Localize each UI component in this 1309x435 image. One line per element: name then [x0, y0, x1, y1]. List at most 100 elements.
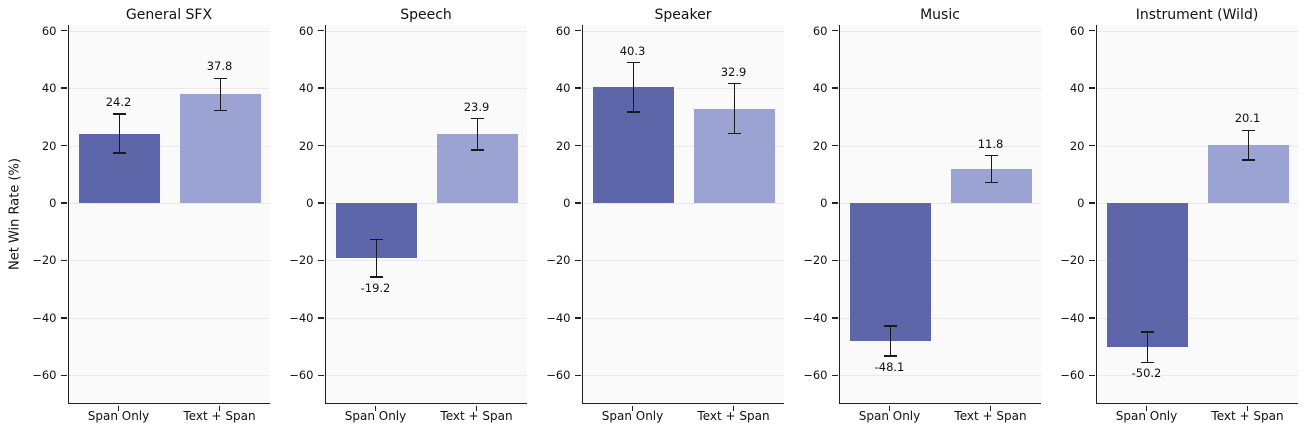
x-tick-mark-instrument-wild-span-only — [1145, 405, 1148, 411]
error-bar-cap-top-music-span-only — [884, 325, 897, 327]
y-tick-mark-instrument-wild — [1088, 30, 1095, 32]
gridline-music-60 — [840, 30, 1041, 32]
gridline-general-sfx--60 — [69, 375, 270, 377]
gridline-general-sfx--20 — [69, 260, 270, 262]
gridline-instrument-wild--60 — [1097, 375, 1298, 377]
gridline-instrument-wild--20 — [1097, 260, 1298, 262]
error-bar-music-text-span — [990, 155, 993, 183]
error-bar-cap-bottom-music-span-only — [884, 355, 897, 358]
value-label-general-sfx-text-span: 37.8 — [206, 59, 233, 74]
y-tick-mark-instrument-wild — [1088, 202, 1095, 204]
error-bar-cap-top-general-sfx-text-span — [214, 77, 227, 80]
gridline-speaker-60 — [583, 30, 784, 32]
y-tick-label-speaker: 20 — [555, 138, 571, 153]
gridline-general-sfx-20 — [69, 145, 270, 147]
error-bar-cap-bottom-speech-text-span — [471, 149, 484, 152]
x-tick-mark-music-span-only — [888, 405, 891, 411]
y-tick-label-music: 0 — [820, 196, 828, 210]
x-tick-label-speech-span-only: Span Only — [344, 409, 407, 423]
y-tick-label-general-sfx: 40 — [41, 81, 57, 96]
y-tick-label-speaker: −20 — [546, 253, 571, 268]
value-label-speech-text-span: 23.9 — [463, 99, 490, 114]
gridline-music--40 — [840, 317, 1041, 319]
error-bar-cap-top-speech-text-span — [471, 117, 484, 120]
y-tick-mark-music — [831, 144, 838, 147]
value-label-speech-span-only: -19.2 — [360, 280, 391, 295]
y-tick-mark-general-sfx — [60, 259, 67, 262]
y-tick-mark-speech — [317, 374, 324, 376]
value-label-instrument-wild-span-only: -50.2 — [1131, 366, 1162, 381]
y-tick-label-speaker: 60 — [555, 23, 571, 38]
plot-area-speech — [325, 25, 527, 404]
plot-area-music — [839, 25, 1041, 404]
y-tick-label-speech: −20 — [289, 253, 314, 268]
x-tick-label-instrument-wild-text-span: Text + Span — [1211, 409, 1284, 423]
y-tick-label-general-sfx: −60 — [32, 368, 57, 383]
gridline-instrument-wild-0 — [1097, 203, 1298, 204]
error-bar-cap-bottom-music-text-span — [985, 181, 998, 184]
y-tick-label-instrument-wild: −40 — [1060, 310, 1085, 325]
x-tick-mark-speaker-span-only — [631, 405, 634, 411]
y-tick-mark-speech — [317, 30, 324, 32]
error-bar-cap-bottom-general-sfx-span-only — [113, 152, 126, 155]
y-tick-mark-speech — [317, 259, 324, 262]
error-bar-cap-top-instrument-wild-text-span — [1242, 129, 1255, 132]
gridline-speech-40 — [326, 88, 527, 90]
y-tick-mark-general-sfx — [60, 317, 67, 319]
error-bar-cap-top-speaker-text-span — [728, 82, 741, 85]
bar-general-sfx-text-span — [180, 94, 261, 203]
y-tick-label-general-sfx: −20 — [32, 253, 57, 268]
error-bar-cap-bottom-general-sfx-text-span — [214, 109, 227, 112]
gridline-instrument-wild-20 — [1097, 145, 1298, 147]
plot-area-general-sfx — [68, 25, 270, 404]
x-tick-mark-music-text-span — [989, 405, 992, 411]
gridline-music--20 — [840, 260, 1041, 262]
gridline-speech--40 — [326, 317, 527, 319]
error-bar-speech-span-only — [375, 239, 378, 277]
y-tick-mark-instrument-wild — [1088, 87, 1095, 89]
y-tick-label-instrument-wild: 60 — [1069, 23, 1085, 38]
y-tick-mark-music — [831, 202, 838, 204]
gridline-speech-20 — [326, 145, 527, 147]
y-tick-mark-music — [831, 317, 838, 319]
value-label-general-sfx-span-only: 24.2 — [105, 94, 132, 109]
y-tick-label-speech: 0 — [306, 196, 314, 210]
y-tick-mark-general-sfx — [60, 202, 67, 204]
y-tick-mark-speaker — [574, 30, 581, 32]
y-tick-label-speaker: −40 — [546, 310, 571, 325]
y-tick-mark-instrument-wild — [1088, 144, 1095, 147]
x-tick-mark-instrument-wild-text-span — [1246, 405, 1249, 411]
panel-title-general-sfx: General SFX — [125, 7, 213, 23]
value-label-music-span-only: -48.1 — [874, 360, 905, 375]
y-tick-label-general-sfx: 0 — [49, 196, 57, 210]
x-tick-mark-general-sfx-span-only — [117, 405, 120, 411]
gridline-speech--20 — [326, 260, 527, 262]
x-tick-mark-speaker-text-span — [732, 405, 735, 411]
x-tick-label-speaker-span-only: Span Only — [601, 409, 664, 423]
y-tick-label-instrument-wild: −60 — [1060, 368, 1085, 383]
gridline-general-sfx--40 — [69, 317, 270, 319]
error-bar-speaker-span-only — [632, 62, 635, 112]
x-tick-label-speaker-text-span: Text + Span — [697, 409, 770, 423]
value-label-instrument-wild-text-span: 20.1 — [1234, 111, 1261, 126]
x-tick-label-music-span-only: Span Only — [858, 409, 921, 423]
x-tick-label-instrument-wild-span-only: Span Only — [1115, 409, 1178, 423]
x-tick-label-music-text-span: Text + Span — [954, 409, 1027, 423]
plot-area-instrument-wild — [1096, 25, 1298, 404]
error-bar-speaker-text-span — [733, 83, 736, 134]
bar-music-span-only — [850, 203, 931, 342]
gridline-music--60 — [840, 375, 1041, 377]
error-bar-cap-bottom-speech-span-only — [370, 275, 383, 278]
error-bar-instrument-wild-span-only — [1146, 331, 1149, 363]
y-tick-mark-music — [831, 30, 838, 32]
y-tick-label-speech: 40 — [298, 81, 314, 96]
error-bar-general-sfx-span-only — [118, 113, 121, 154]
error-bar-cap-bottom-instrument-wild-span-only — [1141, 361, 1154, 364]
y-tick-mark-speech — [317, 202, 324, 204]
gridline-general-sfx-40 — [69, 88, 270, 90]
y-tick-label-instrument-wild: 40 — [1069, 81, 1085, 96]
error-bar-music-span-only — [889, 325, 892, 357]
y-tick-mark-general-sfx — [60, 144, 67, 147]
y-tick-label-music: −20 — [803, 253, 828, 268]
y-tick-mark-speaker — [574, 144, 581, 147]
